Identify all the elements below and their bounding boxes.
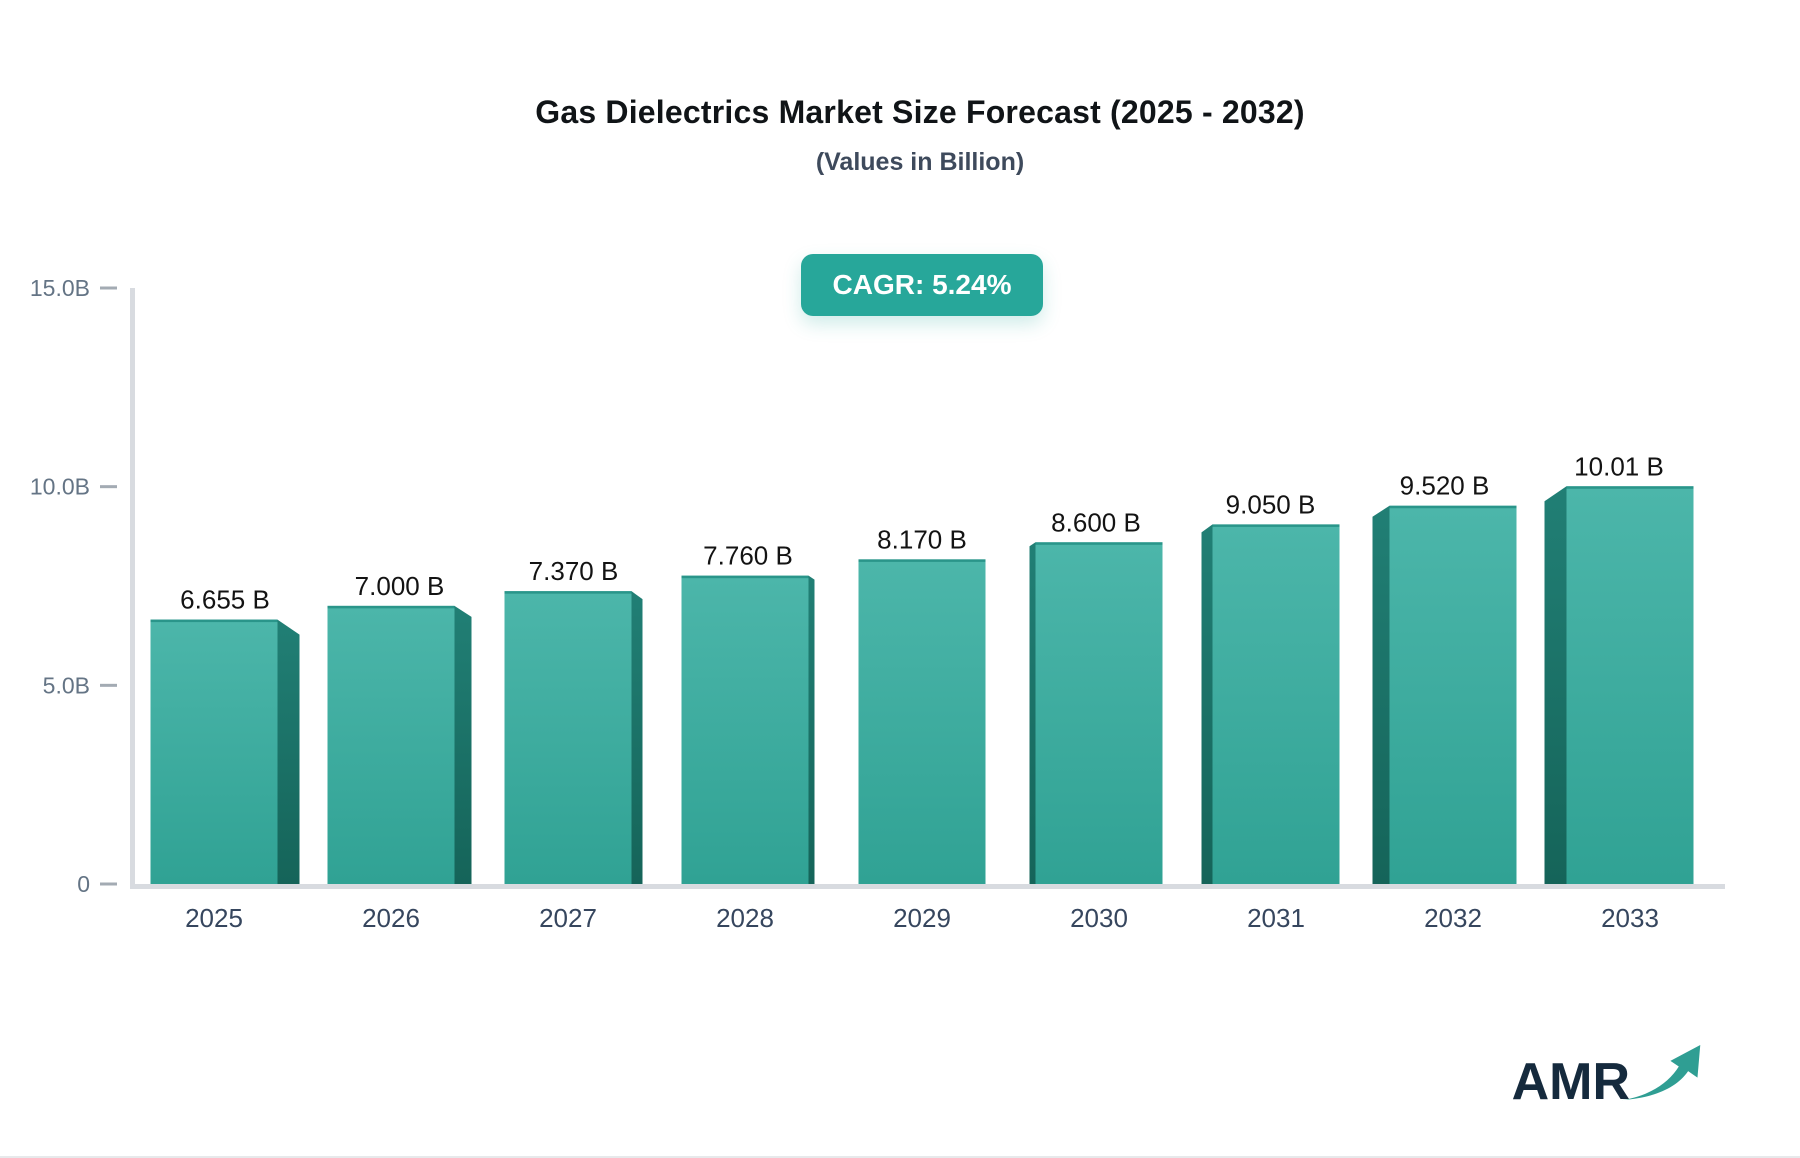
x-tick-label: 2027 [539,903,597,933]
bar-side-2026 [454,605,472,884]
y-tick-dash [100,882,117,886]
chart-subtitle: (Values in Billion) [815,148,1025,176]
bar-2032 [1389,505,1517,884]
bar-value-label: 9.050 B [1226,489,1316,519]
x-tick-label: 2029 [893,903,951,933]
bar-value-label: 8.170 B [877,524,967,554]
page-title: Gas Dielectrics Market Size Forecast (20… [535,94,1305,130]
y-tick-label: 10.0B [30,474,90,500]
bar-2026 [327,605,455,884]
bar-top-edge [681,575,809,579]
bar-2031 [1212,524,1340,884]
x-tick-label: 2030 [1070,903,1128,933]
bar-value-label: 8.600 B [1051,507,1141,537]
amr-logo: AMR [1512,1040,1704,1108]
bar-value-label: 10.01 B [1574,451,1664,481]
bar-top-edge [504,591,632,594]
bar-value-label: 7.370 B [529,556,619,586]
bar-2028 [681,575,809,884]
x-tick-label: 2032 [1424,903,1482,933]
bar-top-edge [858,559,986,562]
y-tick-dash [100,683,117,687]
x-axis-line [130,884,1725,889]
x-tick-label: 2026 [362,903,420,933]
amr-logo-text: AMR [1511,1053,1630,1111]
bar-value-label: 9.520 B [1400,471,1490,501]
bar-side-2027 [631,591,643,884]
x-tick-label: 2025 [185,903,243,933]
bar-top-edge [150,619,278,623]
bar-top-edge [1212,524,1340,527]
bar-2029 [858,559,986,884]
bar-top-edge [1389,505,1517,509]
y-tick-label: 0 [77,871,90,897]
bar-2025 [150,619,278,884]
bar-value-label: 6.655 B [180,585,270,615]
y-tick-label: 15.0B [30,275,90,301]
bar-top-edge [327,605,455,609]
bar-2027 [504,591,632,884]
y-tick-dash [100,485,117,489]
bar-side-2030 [1029,542,1036,884]
x-tick-label: 2031 [1247,903,1305,933]
growth-arrow-icon [1621,1045,1701,1101]
bar-side-2033 [1544,486,1567,884]
bar-side-2031 [1201,524,1213,884]
bar-2033 [1566,486,1694,884]
bar-top-edge [1035,542,1163,545]
cagr-badge: CAGR: 5.24% [800,254,1044,316]
bar-value-label: 7.000 B [355,571,445,601]
cagr-badge-row: CAGR: 5.24% [0,254,1800,316]
bar-side-2028 [808,575,815,884]
bar-side-2025 [277,619,300,884]
y-tick-label: 5.0B [43,672,90,698]
bar-2030 [1035,542,1163,884]
y-axis-line [130,288,135,889]
bar-value-label: 7.760 B [703,541,793,571]
x-tick-label: 2033 [1601,903,1659,933]
bar-side-2032 [1372,505,1390,884]
y-tick-dash [100,286,117,290]
x-tick-label: 2028 [716,903,774,933]
bar-top-edge [1566,486,1694,489]
